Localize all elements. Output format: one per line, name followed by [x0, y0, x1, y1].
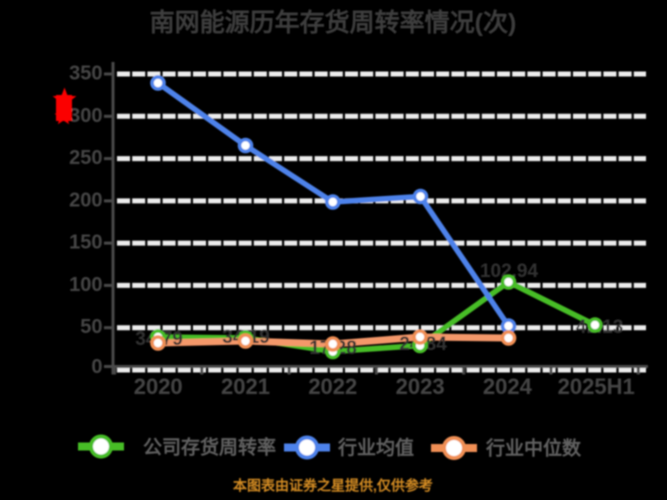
svg-text:100: 100	[69, 274, 102, 296]
svg-text:行业中位数: 行业中位数	[485, 437, 582, 460]
svg-text:公司存货周转率: 公司存货周转率	[143, 436, 276, 459]
svg-text:150: 150	[69, 232, 102, 254]
svg-text:200: 200	[69, 189, 102, 211]
svg-text:350: 350	[69, 63, 102, 85]
svg-text:2024: 2024	[483, 374, 533, 399]
svg-text:2021: 2021	[221, 374, 270, 399]
svg-text:本图表由证券之星提供,仅供参考: 本图表由证券之星提供,仅供参考	[233, 478, 433, 494]
svg-text:250: 250	[69, 147, 102, 169]
svg-text:300: 300	[69, 105, 102, 127]
svg-text:0: 0	[91, 356, 102, 378]
svg-text:2022: 2022	[308, 374, 357, 399]
svg-text:2023: 2023	[396, 374, 445, 399]
svg-text:行业均值: 行业均值	[337, 436, 414, 459]
svg-text:50: 50	[80, 316, 102, 338]
svg-text:2020: 2020	[134, 374, 183, 399]
svg-text:南网能源历年存货周转率情况(次): 南网能源历年存货周转率情况(次)	[150, 8, 517, 37]
svg-text:2025H1: 2025H1	[558, 374, 635, 399]
svg-text:102.94: 102.94	[480, 261, 539, 282]
